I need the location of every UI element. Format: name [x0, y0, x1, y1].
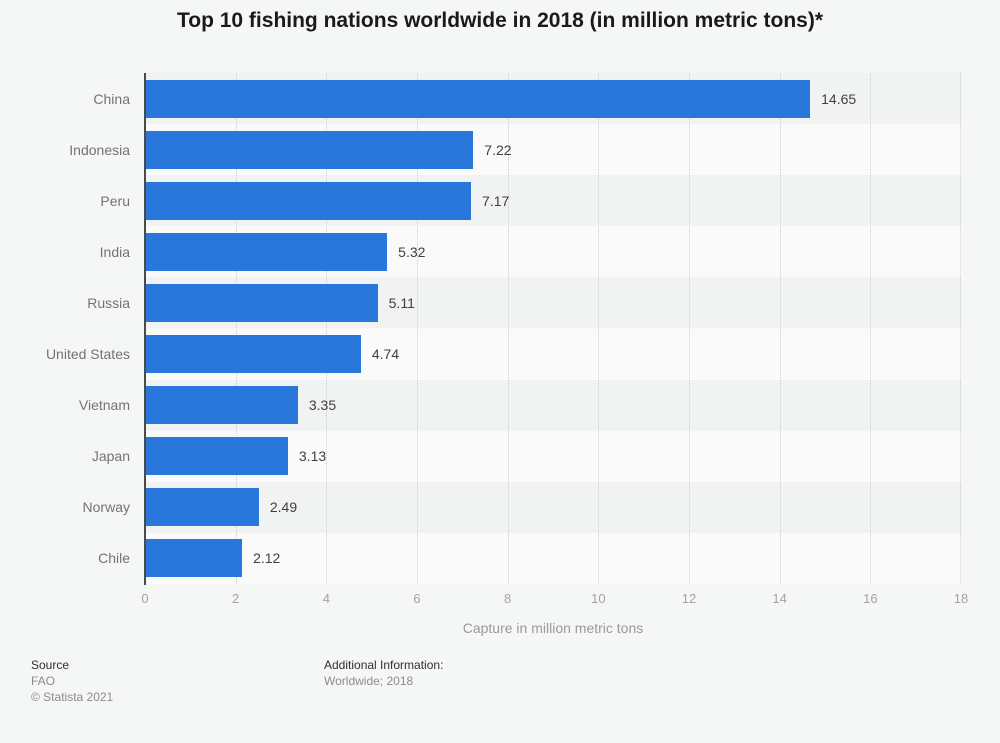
value-label: 5.11 — [388, 294, 415, 311]
x-tick-label: 14 — [772, 591, 787, 606]
copyright-notice: © Statista 2021 — [31, 690, 114, 704]
x-tick-label: 18 — [953, 591, 969, 606]
bar-india — [146, 232, 388, 271]
x-tick-label: 6 — [413, 591, 421, 606]
gridline — [235, 73, 237, 584]
gridline — [689, 73, 690, 584]
category-label: Indonesia — [69, 141, 130, 158]
row-stripe — [145, 481, 961, 533]
value-label: 2.49 — [269, 499, 298, 516]
category-label: India — [99, 243, 130, 260]
category-label: Norway — [82, 499, 130, 516]
category-label: Russia — [87, 294, 130, 311]
gridline — [598, 73, 600, 584]
value-label: 7.22 — [484, 141, 512, 158]
x-tick-label: 0 — [141, 591, 149, 606]
x-tick-label: 4 — [322, 591, 330, 606]
category-label: Peru — [100, 192, 130, 209]
bar-vietnam — [146, 386, 298, 425]
source-value: FAO — [31, 674, 56, 688]
additional-info-label: Additional Information: — [324, 658, 444, 672]
bar-united-states — [146, 335, 361, 374]
gridline — [960, 73, 961, 584]
y-axis-line — [144, 73, 146, 585]
category-label: United States — [45, 346, 130, 363]
bar-chile — [146, 539, 243, 578]
footer-additional-block: Additional Information: Worldwide; 2018 — [324, 657, 443, 689]
bar-china — [146, 79, 811, 118]
category-label: Vietnam — [78, 397, 130, 414]
category-axis-labels: China Indonesia Peru India Russia United Stat… — [0, 73, 130, 584]
plot-area: 14.65 7.22 7.17 5.32 5.11 4.74 3.35 3.13 2.49 2.1… — [145, 73, 961, 584]
value-label: 3.13 — [298, 448, 327, 465]
category-label: Japan — [91, 448, 130, 465]
gridline — [779, 73, 781, 584]
gridline — [507, 73, 509, 584]
x-tick-label: 16 — [863, 591, 878, 606]
chart-title: Top 10 fishing nations worldwide in 2018… — [176, 9, 824, 32]
additional-info-value: Worldwide; 2018 — [324, 674, 414, 688]
x-tick-label: 10 — [591, 591, 606, 606]
x-tick-label: 8 — [504, 591, 512, 606]
x-tick-label: 2 — [232, 591, 240, 606]
value-label: 2.12 — [253, 550, 281, 567]
value-label: 3.35 — [308, 397, 337, 414]
value-label: 14.65 — [821, 90, 857, 107]
bar-peru — [146, 181, 471, 220]
source-label: Source — [31, 658, 70, 672]
bar-indonesia — [146, 130, 474, 169]
value-label: 7.17 — [482, 192, 510, 209]
value-label: 5.32 — [398, 243, 426, 260]
category-label: China — [93, 90, 130, 107]
row-stripe — [145, 532, 961, 584]
gridline — [870, 73, 872, 584]
x-tick-label: 12 — [681, 591, 697, 606]
bar-norway — [146, 488, 259, 527]
gridline — [417, 73, 418, 584]
x-axis-title: Capture in million metric tons — [462, 620, 644, 636]
bar-russia — [146, 283, 378, 322]
footer-source-block: Source FAO © Statista 2021 — [31, 657, 113, 705]
gridline — [326, 73, 328, 584]
bar-japan — [146, 437, 288, 476]
value-label: 4.74 — [371, 346, 400, 363]
category-label: Chile — [98, 550, 130, 567]
